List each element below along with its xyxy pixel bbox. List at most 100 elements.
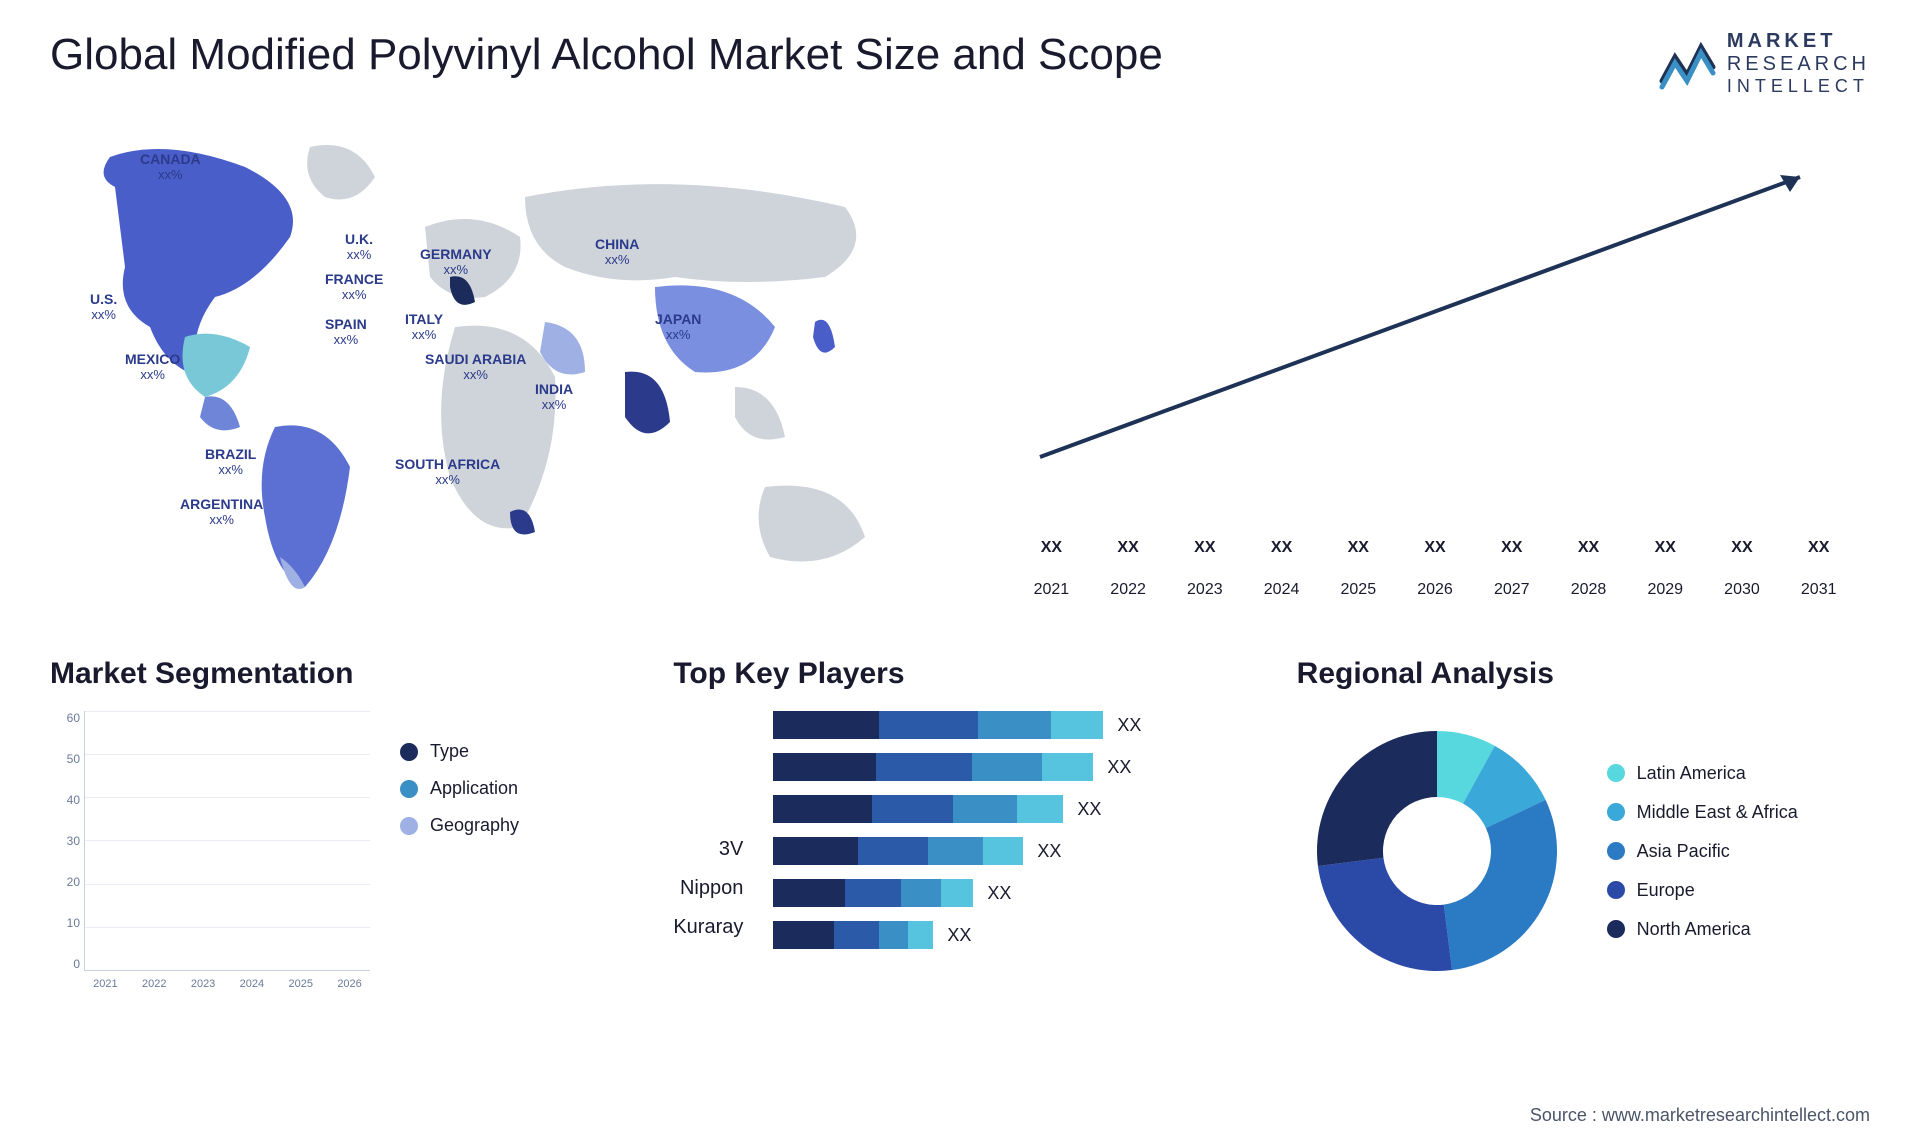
player-bar-value: XX (1037, 841, 1061, 862)
regional-title: Regional Analysis (1297, 657, 1870, 691)
logo-line3: INTELLECT (1727, 76, 1870, 97)
growth-bar-year: 2023 (1187, 581, 1223, 599)
legend-swatch (1607, 920, 1625, 938)
legend-swatch (1607, 881, 1625, 899)
map-label: CHINAxx% (595, 237, 639, 268)
page-title: Global Modified Polyvinyl Alcohol Market… (50, 30, 1163, 80)
seg-year: 2022 (134, 978, 175, 990)
player-bar-value: XX (987, 883, 1011, 904)
legend-swatch (1607, 764, 1625, 782)
map-label: SOUTH AFRICAxx% (395, 457, 500, 488)
growth-bar-value: XX (1041, 539, 1062, 557)
map-label: JAPANxx% (655, 312, 701, 343)
player-bar-value: XX (1117, 715, 1141, 736)
map-label: U.K.xx% (345, 232, 373, 263)
seg-year: 2024 (231, 978, 272, 990)
map-label: BRAZILxx% (205, 447, 256, 478)
players-title: Top Key Players (673, 657, 1246, 691)
y-tick: 40 (50, 793, 80, 807)
map-label: ITALYxx% (405, 312, 443, 343)
players-panel: Top Key Players 3VNipponKuraray XXXXXXXX… (673, 657, 1246, 991)
legend-label: Asia Pacific (1637, 841, 1730, 862)
y-tick: 50 (50, 752, 80, 766)
growth-bar-value: XX (1194, 539, 1215, 557)
legend-swatch (400, 780, 418, 798)
player-name: 3V (673, 838, 743, 861)
player-bar-row: XX (773, 879, 1246, 907)
regional-panel: Regional Analysis Latin America Middle Ea… (1297, 657, 1870, 991)
player-bar-value: XX (947, 925, 971, 946)
segmentation-legend: Type Application Geography (400, 711, 519, 991)
growth-bar-value: XX (1501, 539, 1522, 557)
seg-year: 2023 (183, 978, 224, 990)
growth-bar-value: XX (1655, 539, 1676, 557)
legend-item: Latin America (1607, 763, 1798, 784)
map-label: INDIAxx% (535, 382, 573, 413)
growth-bar-value: XX (1271, 539, 1292, 557)
map-label: ARGENTINAxx% (180, 497, 263, 528)
source-label: Source : www.marketresearchintellect.com (1530, 1105, 1870, 1126)
legend-label: Geography (430, 815, 519, 836)
map-label: SAUDI ARABIAxx% (425, 352, 526, 383)
growth-bar-value: XX (1578, 539, 1599, 557)
player-bar-row: XX (773, 711, 1246, 739)
map-label: U.S.xx% (90, 292, 117, 323)
regional-legend: Latin America Middle East & Africa Asia Pa… (1607, 763, 1798, 940)
player-name: Kuraray (673, 916, 743, 939)
seg-year: 2026 (329, 978, 370, 990)
legend-label: Application (430, 778, 518, 799)
legend-item: Asia Pacific (1607, 841, 1798, 862)
growth-bar-year: 2021 (1034, 581, 1070, 599)
seg-year: 2025 (280, 978, 321, 990)
growth-bar-value: XX (1808, 539, 1829, 557)
player-bar-row: XX (773, 753, 1246, 781)
growth-bar-year: 2025 (1341, 581, 1377, 599)
player-bar-value: XX (1077, 799, 1101, 820)
donut-slice (1317, 731, 1437, 866)
player-bar-row: XX (773, 795, 1246, 823)
legend-item: Geography (400, 815, 519, 836)
logo-line1: MARKET (1727, 30, 1870, 53)
players-chart: XX XX XX XX XX XX (773, 711, 1246, 949)
growth-chart: XX2021XX2022XX2023XX2024XX2025XX2026XX20… (980, 127, 1870, 607)
donut-slice (1443, 800, 1556, 970)
map-label: MEXICOxx% (125, 352, 180, 383)
y-tick: 20 (50, 875, 80, 889)
legend-item: Type (400, 741, 519, 762)
donut-slice (1318, 858, 1452, 971)
seg-year: 2021 (85, 978, 126, 990)
growth-bar-year: 2027 (1494, 581, 1530, 599)
y-tick: 30 (50, 834, 80, 848)
map-label: SPAINxx% (325, 317, 367, 348)
legend-swatch (1607, 842, 1625, 860)
legend-label: Europe (1637, 880, 1695, 901)
growth-bar-year: 2022 (1110, 581, 1146, 599)
growth-bar-year: 2024 (1264, 581, 1300, 599)
legend-label: Type (430, 741, 469, 762)
player-bar-row: XX (773, 837, 1246, 865)
legend-label: Middle East & Africa (1637, 802, 1798, 823)
legend-item: Application (400, 778, 519, 799)
y-tick: 0 (50, 957, 80, 971)
legend-item: Europe (1607, 880, 1798, 901)
player-name: Nippon (673, 877, 743, 900)
map-label: FRANCExx% (325, 272, 383, 303)
player-bar-value: XX (1107, 757, 1131, 778)
player-bar-row: XX (773, 921, 1246, 949)
legend-swatch (400, 743, 418, 761)
growth-bar-year: 2030 (1724, 581, 1760, 599)
legend-item: Middle East & Africa (1607, 802, 1798, 823)
growth-bar-value: XX (1348, 539, 1369, 557)
growth-bar-year: 2029 (1647, 581, 1683, 599)
growth-bar-value: XX (1117, 539, 1138, 557)
growth-bar-value: XX (1731, 539, 1752, 557)
y-tick: 60 (50, 711, 80, 725)
legend-swatch (1607, 803, 1625, 821)
legend-label: North America (1637, 919, 1751, 940)
legend-item: North America (1607, 919, 1798, 940)
legend-swatch (400, 817, 418, 835)
segmentation-panel: Market Segmentation 6050403020100 202120… (50, 657, 623, 991)
players-list: 3V Nippon Kuraray (673, 711, 743, 949)
y-tick: 10 (50, 916, 80, 930)
map-label: CANADAxx% (140, 152, 201, 183)
